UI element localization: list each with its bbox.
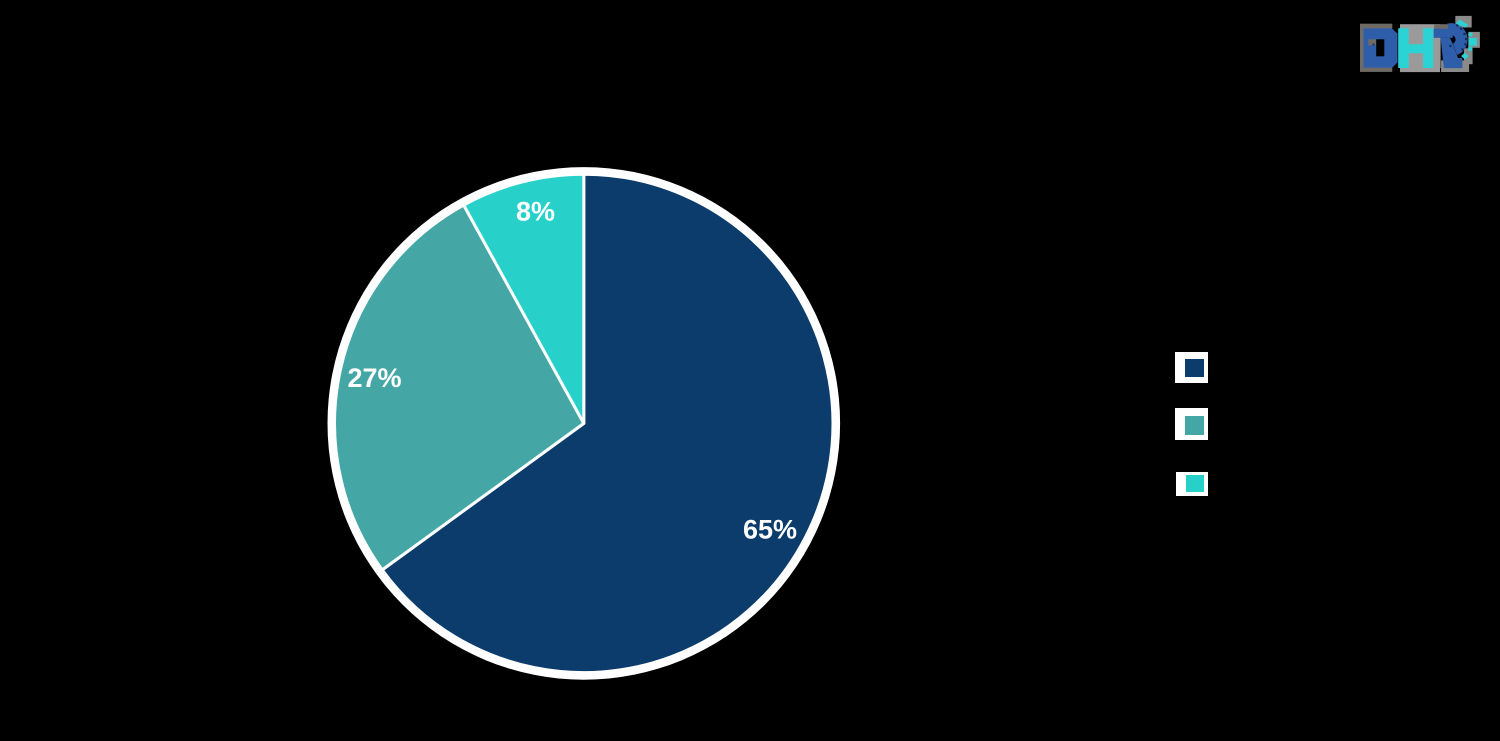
svg-text:65%: 65% bbox=[743, 515, 797, 545]
svg-text:27%: 27% bbox=[347, 363, 401, 393]
svg-text:8%: 8% bbox=[516, 197, 555, 227]
